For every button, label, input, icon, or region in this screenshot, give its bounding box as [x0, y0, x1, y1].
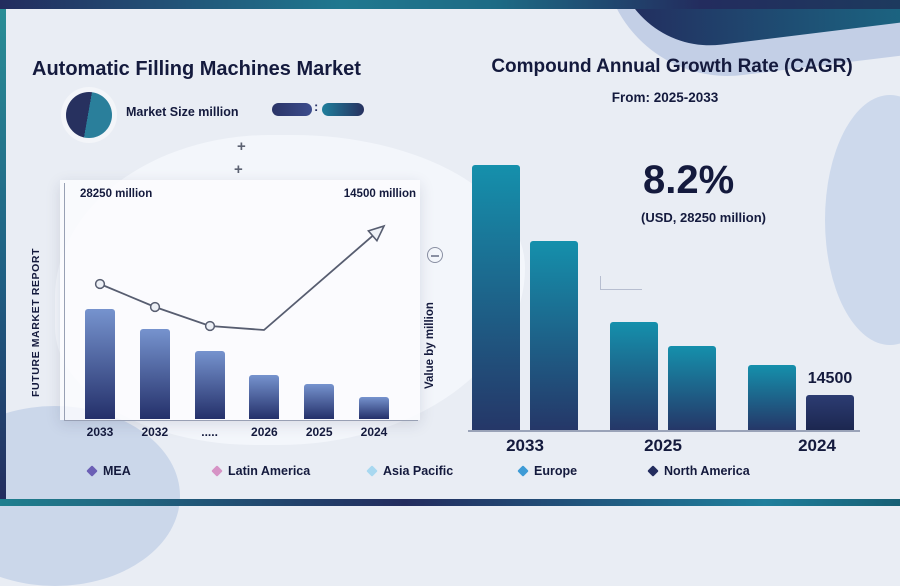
legend-item-europe: Europe — [517, 464, 578, 478]
market-size-icon — [66, 92, 112, 138]
right-x-label: 2024 — [798, 436, 836, 455]
left-x-label: 2026 — [251, 425, 278, 439]
left-x-label: 2032 — [141, 425, 169, 439]
cagr-detail: (USD, 28250 million) — [641, 210, 766, 225]
left-chart-max-value: 28250 million — [80, 188, 153, 200]
legend-label: Europe — [534, 464, 578, 478]
cagr-subtitle: From: 2025-2033 — [611, 90, 719, 105]
legend-label: Latin America — [228, 464, 311, 478]
left-y-axis — [64, 183, 65, 421]
cagr-value: 8.2% — [643, 158, 735, 202]
left-bar — [85, 309, 115, 419]
left-bar — [359, 397, 389, 419]
left-x-label: 2024 — [360, 425, 388, 439]
left-chart-panel — [60, 180, 420, 420]
left-xlabels: 2033 2032..... 2026 2025 2024 — [60, 425, 420, 443]
right-value-label: 14500 — [807, 370, 853, 387]
cagr-title: Compound Annual Growth Rate (CAGR) — [491, 56, 853, 77]
left-bars — [60, 180, 420, 420]
legend-row: MEA Latin America Asia Pacific Europe North … — [0, 464, 900, 486]
trend-marker-icon — [204, 320, 216, 332]
right-y-axis-label: Value by million — [424, 302, 436, 389]
right-bar — [668, 346, 716, 430]
legend-label: MEA — [103, 464, 131, 478]
right-x-label: 2033 — [506, 436, 544, 455]
left-x-label: ..... — [201, 425, 218, 439]
trend-marker-icon — [149, 301, 161, 313]
left-chart-end-value: 14500 million — [343, 188, 416, 200]
plus-icon: + — [234, 161, 243, 178]
legend-label: North America — [664, 464, 750, 478]
trend-svg — [94, 224, 386, 332]
legend-label: Asia Pacific — [383, 464, 454, 478]
legend-diamond-icon — [517, 465, 529, 477]
left-bar — [139, 329, 170, 419]
circle-minus-icon — [427, 247, 443, 263]
bottom-border — [0, 499, 900, 506]
legend-diamond-icon — [647, 465, 659, 477]
legend-diamond-icon — [366, 465, 378, 477]
trend-marker-icon — [94, 278, 106, 290]
legend-item-asia-pacific: Asia Pacific — [366, 464, 454, 478]
right-bars — [472, 160, 854, 430]
left-bar — [249, 375, 280, 419]
left-border — [0, 0, 6, 506]
left-bar — [194, 351, 225, 419]
pill-navy-icon — [272, 103, 312, 116]
legend-diamond-icon — [86, 465, 98, 477]
right-xlabels: 2033 2025 2024 — [472, 436, 854, 458]
legend-item-north-america: North America — [647, 464, 750, 478]
legend-item-latin-america: Latin America — [211, 464, 311, 478]
right-bar — [748, 365, 796, 430]
right-bar — [530, 241, 578, 430]
step-line-decoration — [600, 276, 642, 290]
pill-separator: : — [314, 99, 319, 114]
plus-icon: + — [237, 138, 246, 155]
page-title: Automatic Filling Machines Market — [32, 58, 361, 80]
market-size-label: Market Size million — [126, 105, 239, 119]
legend-diamond-icon — [211, 465, 223, 477]
right-baseline — [468, 430, 860, 432]
right-bar — [472, 165, 520, 430]
right-bar — [806, 395, 854, 430]
left-x-label: 2025 — [305, 425, 333, 439]
top-border — [0, 0, 900, 9]
pill-teal-icon — [322, 103, 364, 116]
left-x-label: 2033 — [86, 425, 114, 439]
right-bar — [610, 322, 658, 430]
left-x-axis — [64, 420, 418, 421]
left-chart-side-label: FUTURE MARKET REPORT — [30, 247, 42, 398]
trend-line — [99, 233, 376, 331]
trend-arrowhead-icon — [367, 224, 386, 243]
legend-item-mea: MEA — [86, 464, 131, 478]
left-bar — [304, 384, 335, 419]
right-x-label: 2025 — [644, 436, 682, 455]
